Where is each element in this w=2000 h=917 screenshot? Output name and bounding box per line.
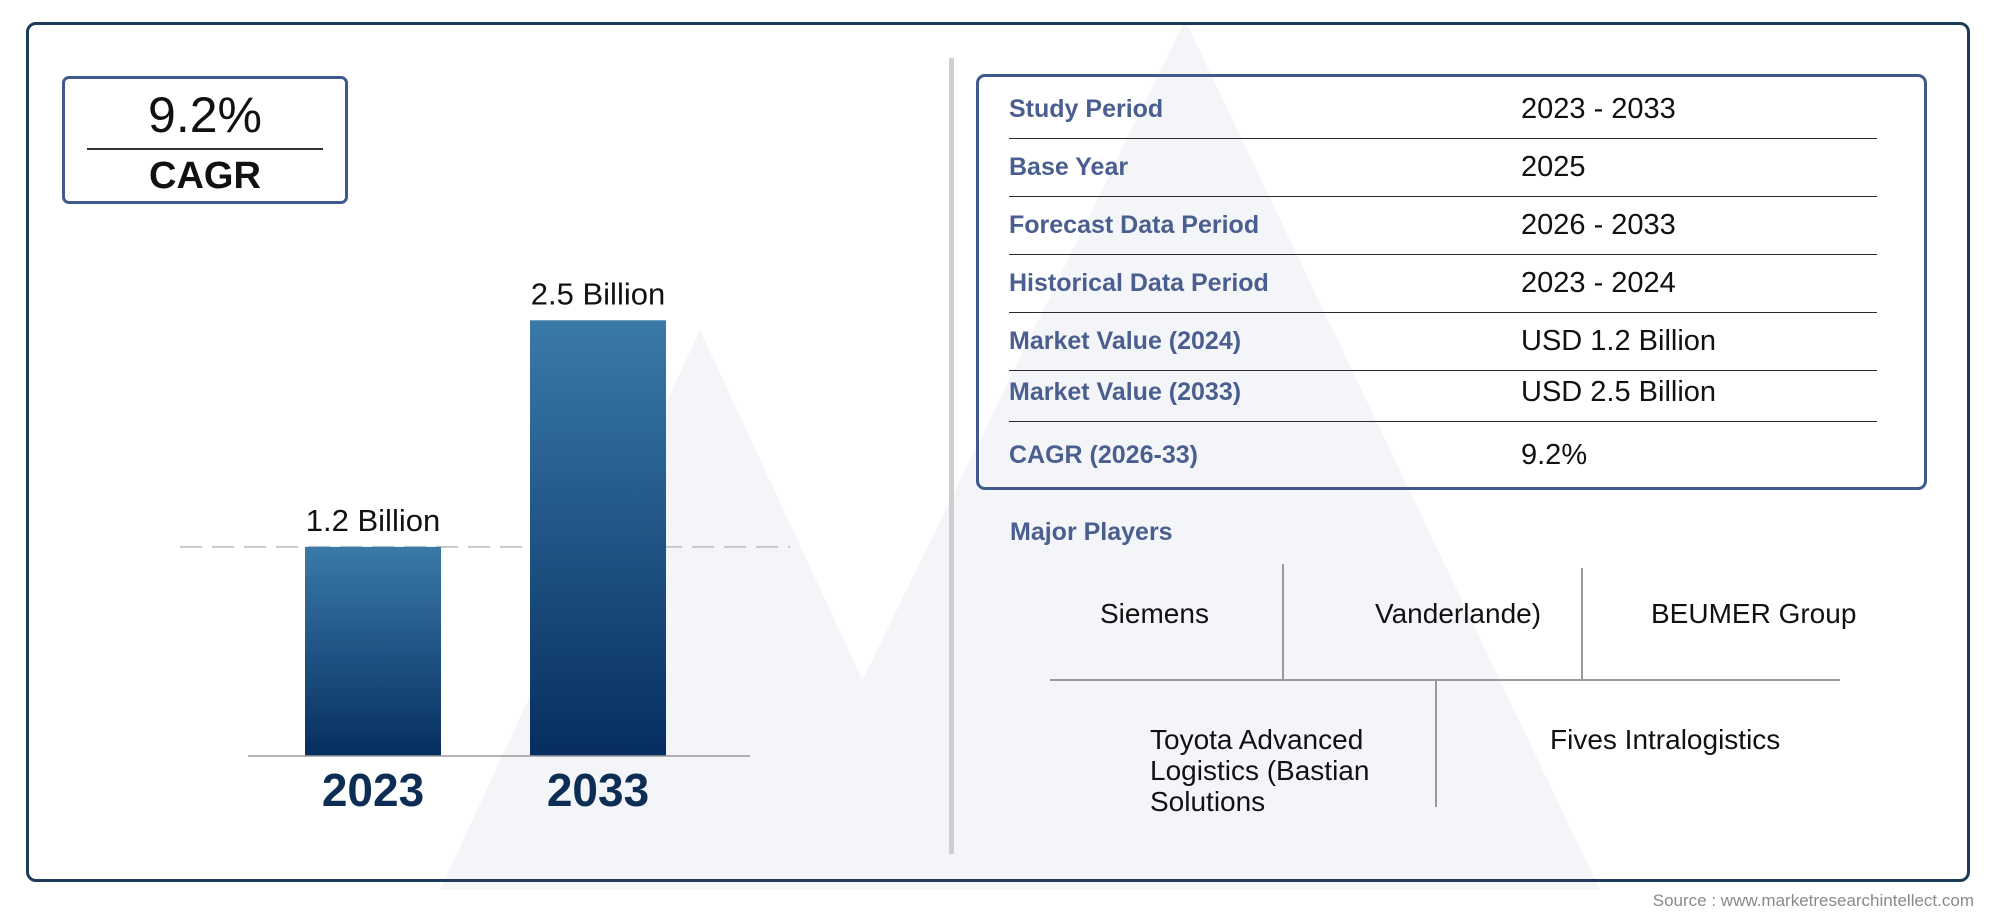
- players-separator-1: [1282, 564, 1284, 679]
- info-row: Market Value (2033) USD 2.5 Billion: [1009, 371, 1877, 422]
- category-label: 2023: [322, 764, 424, 816]
- info-label: Market Value (2024): [1009, 327, 1242, 355]
- info-value: 2025: [1521, 151, 1586, 183]
- info-row: Forecast Data Period 2026 - 2033: [1009, 197, 1877, 255]
- bar-chart: 1.2 Billion 2023 2.5 Billion 2033: [180, 276, 790, 816]
- info-value: USD 2.5 Billion: [1521, 376, 1717, 408]
- cagr-label: CAGR: [149, 155, 261, 197]
- info-value: USD 1.2 Billion: [1521, 325, 1717, 357]
- player-toyota-advanced-logistics: Toyota Advanced Logistics (Bastian Solut…: [1150, 724, 1370, 817]
- info-row: Historical Data Period 2023 - 2024: [1009, 255, 1877, 313]
- info-table: Study Period 2023 - 2033 Base Year 2025 Fore…: [976, 74, 1927, 490]
- players-row-separator: [1050, 679, 1840, 681]
- player-vanderlande: Vanderlande): [1375, 598, 1542, 629]
- cagr-value: 9.2%: [148, 87, 262, 143]
- cagr-box: 9.2% CAGR: [62, 76, 348, 204]
- info-row: Base Year 2025: [1009, 139, 1877, 197]
- info-label: Forecast Data Period: [1009, 211, 1260, 239]
- player-fives-intralogistics: Fives Intralogistics: [1550, 724, 1781, 755]
- data-label: 1.2 Billion: [306, 503, 440, 538]
- major-players-title: Major Players: [1010, 518, 1173, 546]
- info-label: Market Value (2033): [1009, 378, 1242, 406]
- info-row: Study Period 2023 - 2033: [1009, 77, 1877, 139]
- players-separator-2: [1581, 568, 1583, 679]
- cagr-divider: [87, 148, 323, 150]
- source-note: Source : www.marketresearchintellect.com: [1652, 891, 1974, 910]
- info-label: CAGR (2026-33): [1009, 441, 1198, 469]
- info-value: 2023 - 2033: [1521, 93, 1676, 125]
- info-row: Market Value (2024) USD 1.2 Billion: [1009, 313, 1877, 371]
- player-beumer-group: BEUMER Group: [1651, 598, 1857, 629]
- data-label: 2.5 Billion: [531, 276, 665, 311]
- players-separator-3: [1435, 680, 1437, 807]
- info-row: CAGR (2026-33) 9.2%: [1009, 422, 1877, 484]
- info-label: Historical Data Period: [1009, 269, 1269, 297]
- category-label: 2033: [547, 764, 649, 816]
- infographic-frame: [26, 22, 1970, 882]
- vertical-divider: [949, 58, 954, 854]
- info-label: Base Year: [1009, 153, 1129, 181]
- info-value: 9.2%: [1521, 439, 1588, 471]
- player-siemens: Siemens: [1100, 598, 1209, 629]
- info-value: 2023 - 2024: [1521, 267, 1676, 299]
- info-value: 2026 - 2033: [1521, 209, 1676, 241]
- bar-2023: [305, 546, 441, 756]
- info-label: Study Period: [1009, 95, 1164, 123]
- bar-2033: [530, 320, 666, 756]
